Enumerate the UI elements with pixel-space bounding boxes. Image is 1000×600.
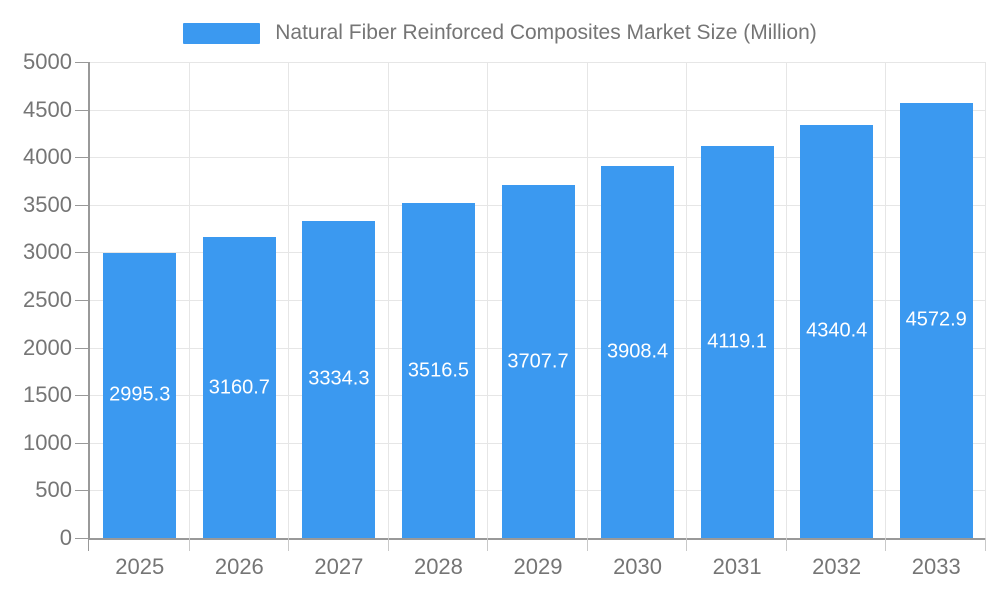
x-axis-label: 2027 — [314, 554, 364, 579]
bar-value-label: 4572.9 — [905, 308, 967, 331]
gridline-vertical — [785, 62, 787, 538]
y-axis-label: 2000 — [23, 334, 72, 360]
bar-2030: 3908.4 — [601, 165, 675, 538]
gridline-vertical — [288, 62, 290, 538]
bar-2025: 2995.3 — [103, 252, 177, 538]
y-axis-label: 5000 — [23, 49, 72, 74]
x-axis-tick — [586, 538, 588, 551]
x-axis-tick — [985, 538, 986, 551]
y-axis-label: 1000 — [23, 429, 72, 455]
y-axis-tick — [75, 538, 88, 539]
bar-value-label: 3160.7 — [208, 376, 270, 399]
bar-value-label: 3516.5 — [407, 359, 470, 382]
bar-value-label: 3707.7 — [507, 350, 569, 373]
x-axis-label: 2030 — [613, 554, 663, 579]
legend-swatch — [183, 22, 261, 44]
legend[interactable]: Natural Fiber Reinforced Composites Mark… — [0, 20, 1000, 46]
y-axis-tick — [75, 62, 88, 63]
gridline-vertical — [885, 62, 887, 538]
bar-2029: 3707.7 — [501, 185, 575, 538]
x-axis-tick — [885, 538, 887, 551]
gridline-horizontal — [90, 157, 986, 159]
bar-value-label: 4340.4 — [806, 319, 868, 342]
gridline-horizontal — [90, 109, 986, 111]
y-axis-tick — [75, 157, 88, 159]
y-axis-tick — [75, 395, 88, 397]
x-axis-label: 2028 — [413, 554, 463, 579]
y-axis-label: 2500 — [23, 287, 72, 312]
x-axis-tick — [188, 538, 190, 551]
x-axis-label: 2029 — [513, 554, 563, 579]
bar-value-label: 3334.3 — [308, 367, 370, 390]
y-axis-tick — [75, 347, 88, 349]
x-axis-tick — [785, 538, 787, 551]
x-axis-tick — [487, 538, 489, 551]
plot-area: 0 500 1000 1500 2000 2500 3000 3500 4000 4500 5000… — [23, 49, 986, 579]
x-axis-label: 2025 — [115, 554, 165, 579]
x-axis-tick — [88, 538, 89, 551]
bar-2027: 3334.3 — [302, 220, 376, 538]
x-axis-label: 2031 — [712, 554, 762, 579]
bar-2031: 4119.1 — [700, 145, 774, 538]
bar-2032: 4340.4 — [800, 124, 874, 538]
gridline-vertical — [487, 62, 489, 538]
x-axis-tick — [686, 538, 688, 551]
bar-2026: 3160.7 — [202, 237, 276, 538]
bar-value-label: 4119.1 — [707, 330, 767, 353]
bar-2028: 3516.5 — [401, 203, 475, 538]
gridline-vertical — [586, 62, 588, 538]
y-axis-label: 0 — [59, 525, 72, 550]
x-axis-label: 2032 — [812, 554, 862, 579]
gridline-vertical — [387, 62, 389, 538]
x-axis-label: 2033 — [911, 554, 961, 579]
y-axis-label: 3000 — [23, 239, 72, 265]
x-axis-tick — [387, 538, 389, 551]
y-axis-tick — [75, 204, 88, 206]
gridline-vertical — [188, 62, 190, 538]
x-axis-label: 2026 — [214, 554, 264, 579]
y-axis-label: 500 — [35, 477, 72, 503]
y-axis-tick — [75, 442, 88, 444]
y-axis-tick — [75, 109, 88, 111]
y-axis-tick — [75, 300, 88, 301]
gridline-vertical — [686, 62, 688, 538]
y-axis-label: 3500 — [23, 191, 72, 217]
bar-2033: 4572.9 — [899, 102, 973, 538]
y-axis-label: 4000 — [23, 144, 72, 170]
x-axis-tick — [288, 538, 290, 551]
y-axis-label: 1500 — [23, 382, 72, 408]
gridline-vertical — [985, 62, 986, 538]
y-axis-label: 4500 — [23, 96, 72, 122]
bar-value-label: 3908.4 — [606, 340, 669, 363]
gridline-horizontal — [90, 62, 986, 63]
y-axis-tick — [75, 252, 88, 254]
y-axis-tick — [75, 490, 88, 492]
bar-value-label: 2995.3 — [109, 383, 171, 406]
legend-label: Natural Fiber Reinforced Composites Mark… — [275, 21, 817, 44]
